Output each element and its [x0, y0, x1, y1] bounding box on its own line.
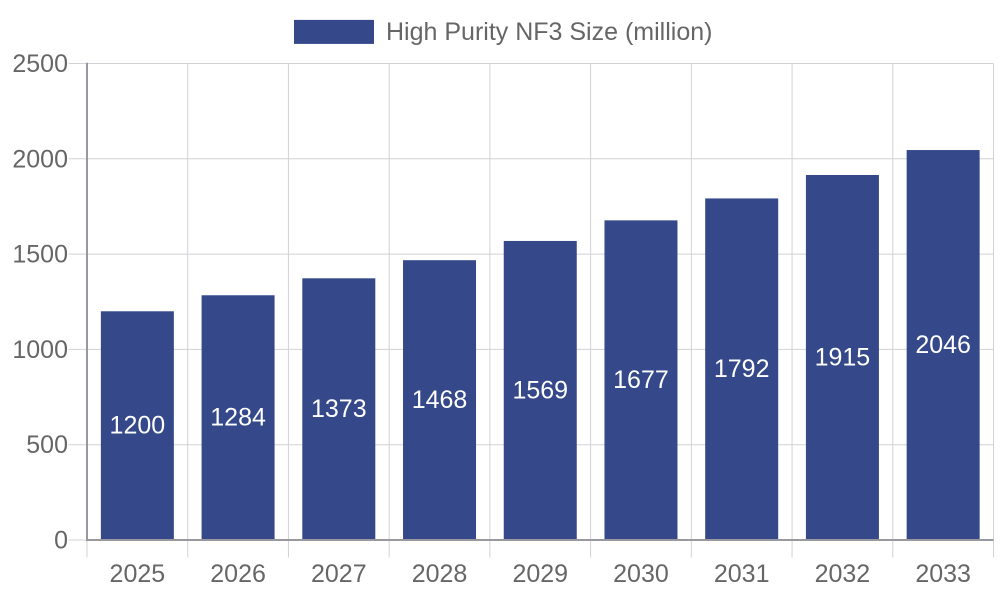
svg-text:500: 500 — [26, 431, 68, 459]
svg-text:1915: 1915 — [815, 343, 871, 371]
svg-text:2046: 2046 — [915, 331, 971, 359]
svg-text:1500: 1500 — [12, 241, 68, 269]
svg-text:2029: 2029 — [512, 560, 568, 588]
svg-text:2025: 2025 — [110, 560, 166, 588]
svg-text:1677: 1677 — [613, 366, 669, 394]
svg-text:High Purity NF3 Size (million): High Purity NF3 Size (million) — [386, 18, 712, 46]
svg-text:2026: 2026 — [210, 560, 266, 588]
svg-text:2000: 2000 — [12, 145, 68, 173]
svg-text:1792: 1792 — [714, 355, 770, 383]
svg-text:2031: 2031 — [714, 560, 770, 588]
svg-text:2500: 2500 — [12, 50, 68, 78]
svg-text:2027: 2027 — [311, 560, 367, 588]
svg-text:1569: 1569 — [512, 376, 568, 404]
svg-text:2032: 2032 — [815, 560, 871, 588]
svg-text:2033: 2033 — [915, 560, 971, 588]
svg-text:1468: 1468 — [412, 386, 468, 414]
svg-text:1373: 1373 — [311, 395, 367, 423]
svg-text:1284: 1284 — [210, 404, 266, 432]
svg-text:2028: 2028 — [412, 560, 468, 588]
svg-text:2030: 2030 — [613, 560, 669, 588]
svg-text:0: 0 — [54, 527, 68, 555]
svg-text:1200: 1200 — [110, 412, 166, 440]
svg-text:1000: 1000 — [12, 336, 68, 364]
